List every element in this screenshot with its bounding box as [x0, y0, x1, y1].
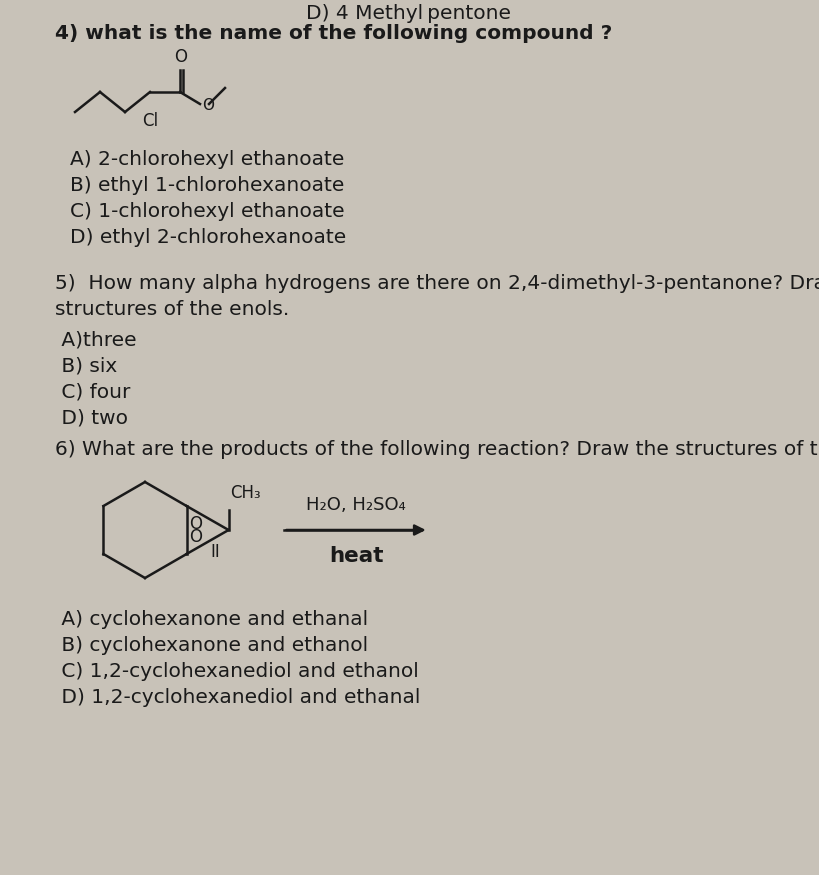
- Text: C) four: C) four: [55, 382, 130, 401]
- Text: H₂O, H₂SO₄: H₂O, H₂SO₄: [306, 496, 406, 514]
- Text: structures of the enols.: structures of the enols.: [55, 300, 289, 319]
- Text: A) 2-chlorohexyl ethanoate: A) 2-chlorohexyl ethanoate: [70, 150, 344, 169]
- Text: O: O: [202, 97, 214, 113]
- Text: A) cyclohexanone and ethanal: A) cyclohexanone and ethanal: [55, 610, 368, 629]
- Text: O: O: [174, 48, 188, 66]
- Text: D) 1,2-cyclohexanediol and ethanal: D) 1,2-cyclohexanediol and ethanal: [55, 688, 420, 707]
- Text: D) 4 Methyl pentone: D) 4 Methyl pentone: [306, 4, 512, 23]
- Text: 5)  How many alpha hydrogens are there on 2,4-dimethyl-3-pentanone? Draw the: 5) How many alpha hydrogens are there on…: [55, 274, 819, 293]
- Text: B) six: B) six: [55, 356, 117, 375]
- Text: D) two: D) two: [55, 408, 128, 427]
- Text: heat: heat: [328, 546, 383, 566]
- Text: II: II: [210, 543, 220, 561]
- Text: O: O: [189, 528, 202, 546]
- Text: CH₃: CH₃: [231, 484, 261, 502]
- Text: C) 1,2-cyclohexanediol and ethanol: C) 1,2-cyclohexanediol and ethanol: [55, 662, 419, 681]
- Text: B) ethyl 1-chlorohexanoate: B) ethyl 1-chlorohexanoate: [70, 176, 344, 195]
- Text: B) cyclohexanone and ethanol: B) cyclohexanone and ethanol: [55, 636, 368, 655]
- Text: O: O: [189, 515, 202, 533]
- Text: C) 1-chlorohexyl ethanoate: C) 1-chlorohexyl ethanoate: [70, 202, 345, 221]
- Text: Cl: Cl: [142, 112, 158, 130]
- Text: A)three: A)three: [55, 330, 137, 349]
- Text: 6) What are the products of the following reaction? Draw the structures of the p: 6) What are the products of the followin…: [55, 440, 819, 459]
- Text: 4) what is the name of the following compound ?: 4) what is the name of the following com…: [55, 24, 613, 43]
- Text: D) ethyl 2-chlorohexanoate: D) ethyl 2-chlorohexanoate: [70, 228, 346, 247]
